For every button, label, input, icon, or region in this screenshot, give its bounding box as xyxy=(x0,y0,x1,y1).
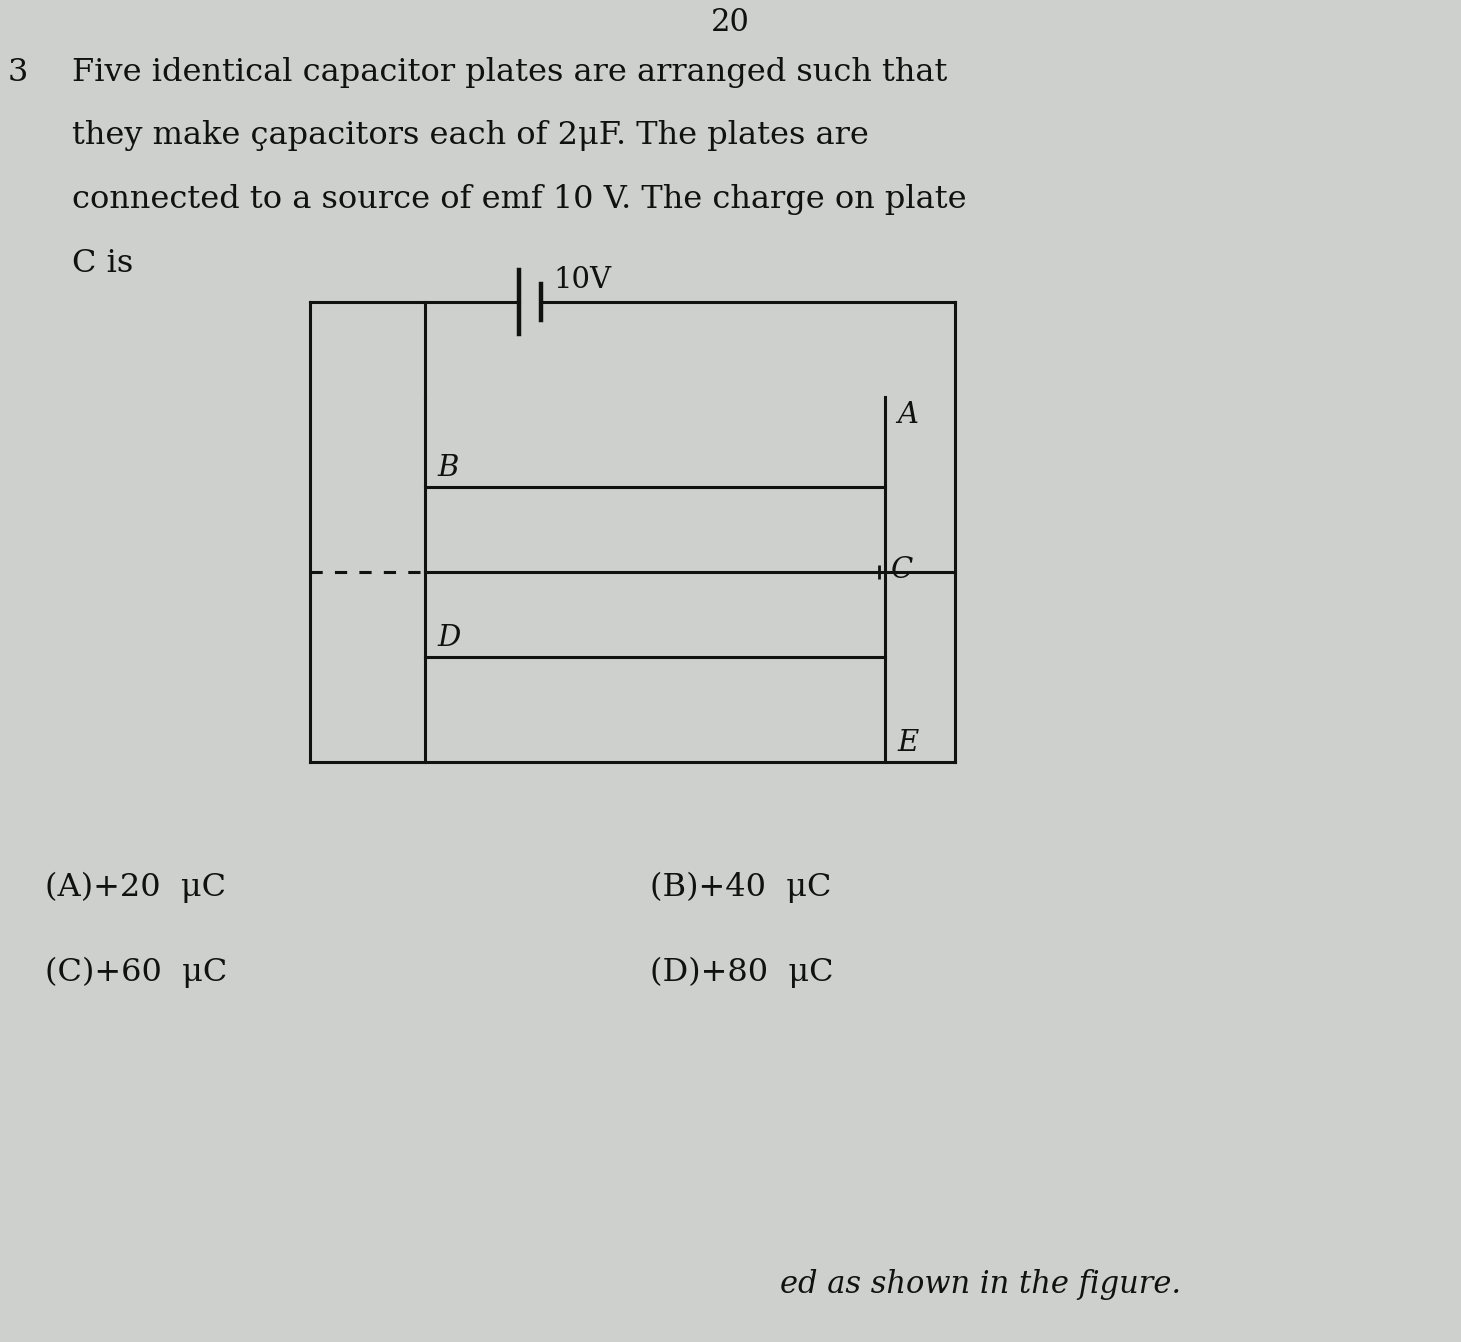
Text: Five identical capacitor plates are arranged such that: Five identical capacitor plates are arra… xyxy=(72,56,947,89)
Text: (C)+60  μC: (C)+60 μC xyxy=(45,957,228,988)
Text: (D)+80  μC: (D)+80 μC xyxy=(650,957,834,988)
Text: 3: 3 xyxy=(7,56,28,89)
Text: 20: 20 xyxy=(710,7,749,38)
Text: (A)+20  μC: (A)+20 μC xyxy=(45,872,226,903)
Text: C is: C is xyxy=(72,248,133,279)
Text: E: E xyxy=(897,729,919,757)
Text: ed as shown in the figure.: ed as shown in the figure. xyxy=(780,1270,1180,1300)
Text: 10V: 10V xyxy=(554,266,611,294)
Text: connected to a source of emf 10 V. The charge on plate: connected to a source of emf 10 V. The c… xyxy=(72,184,967,215)
Text: B: B xyxy=(437,454,459,482)
Text: they make çapacitors each of 2μF. The plates are: they make çapacitors each of 2μF. The pl… xyxy=(72,119,869,152)
Text: C: C xyxy=(891,556,913,584)
Text: A: A xyxy=(897,401,918,429)
Text: (B)+40  μC: (B)+40 μC xyxy=(650,872,831,903)
Text: D: D xyxy=(437,624,460,652)
